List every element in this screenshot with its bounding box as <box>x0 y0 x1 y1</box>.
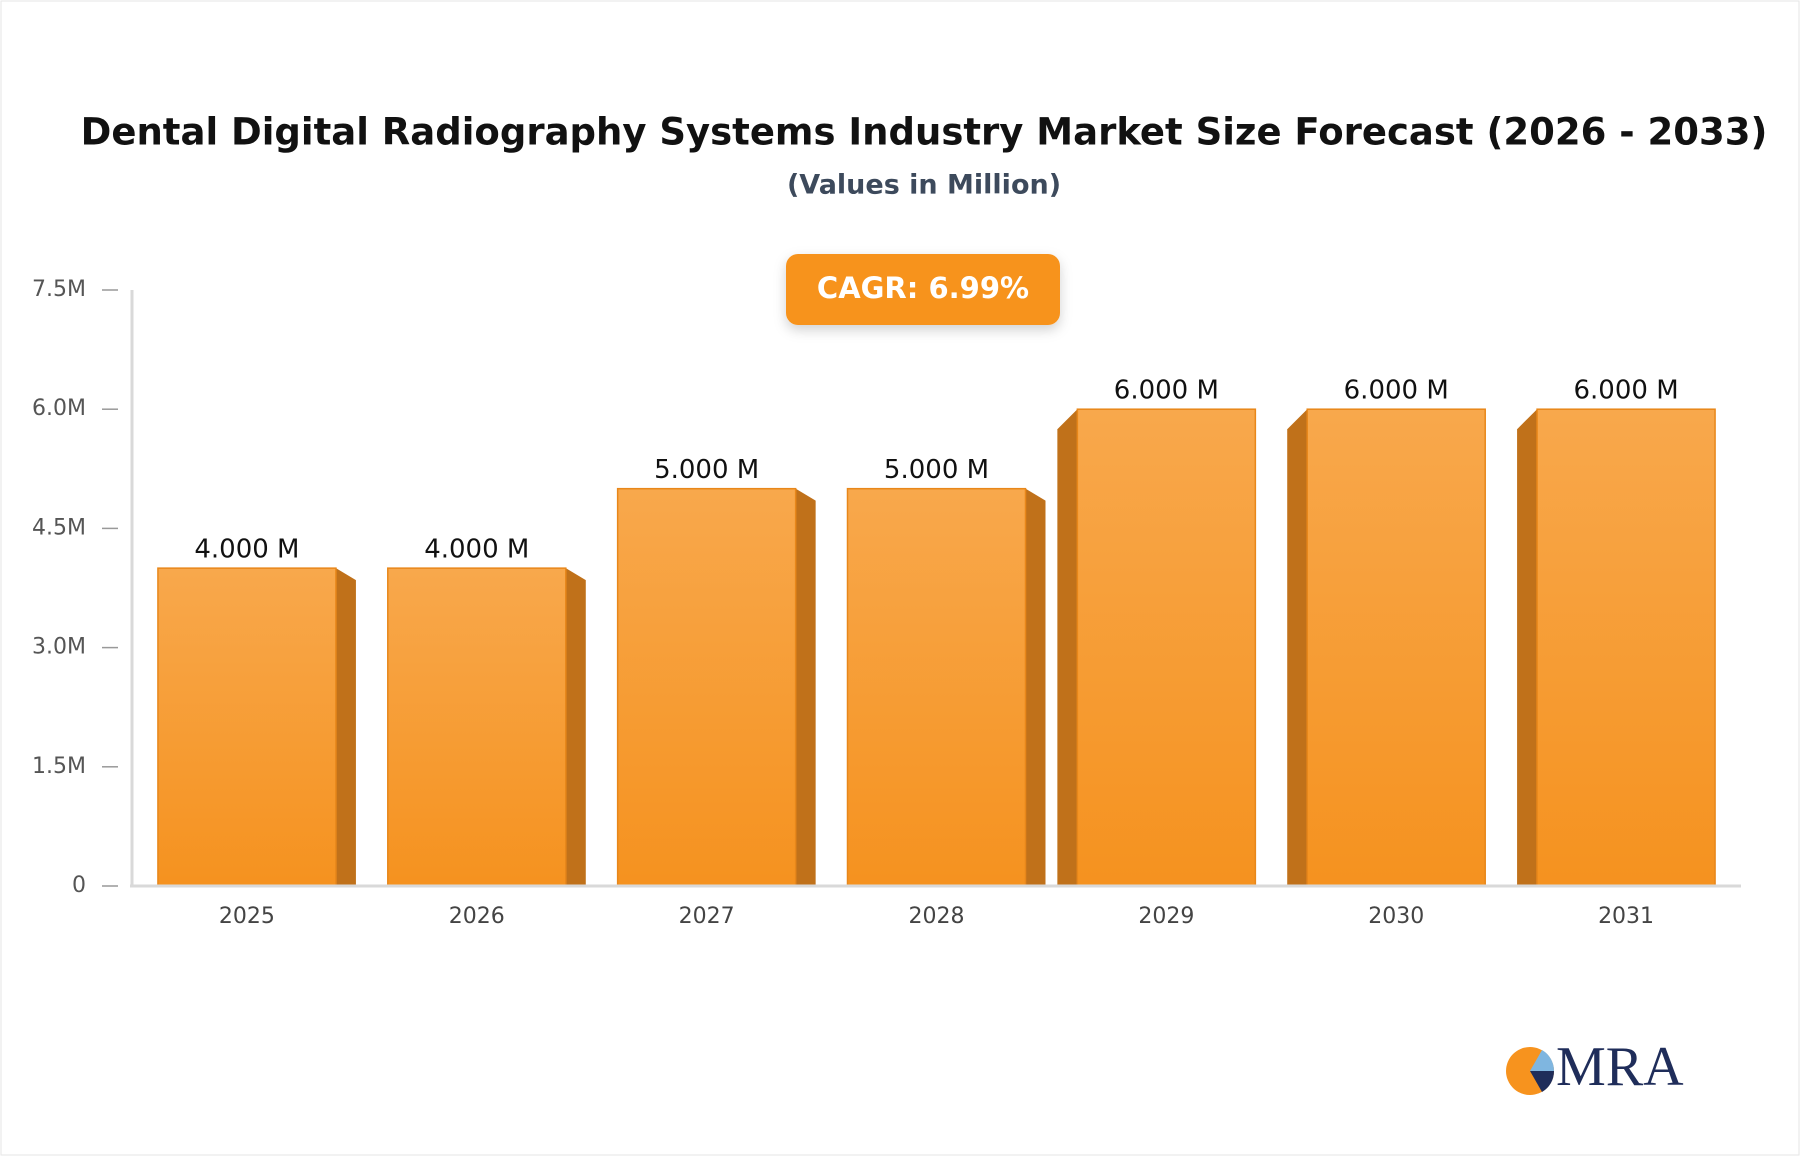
x-tick-label: 2026 <box>449 904 505 929</box>
x-tick-label: 2025 <box>219 904 275 929</box>
value-label: 5.000 M <box>654 455 759 485</box>
bar <box>157 567 337 887</box>
bar-side <box>565 568 586 886</box>
logo: MRA <box>1506 1036 1684 1098</box>
x-tick-label: 2031 <box>1598 904 1654 929</box>
x-tick-label: 2030 <box>1368 904 1424 929</box>
cagr-badge <box>786 254 1060 325</box>
value-label: 4.000 M <box>424 535 529 565</box>
plot-area: 0 1.5M 3.0M 4.5M 6.0M 7.5M 2025 4.000 M 2026 4.00… <box>32 277 1741 929</box>
chart-subtitle: (Values in Million) <box>787 170 1061 201</box>
x-tick-label: 2028 <box>909 904 965 929</box>
value-label: 5.000 M <box>884 455 989 485</box>
bar <box>846 487 1027 887</box>
chart-title: Dental Digital Radiography Systems Indus… <box>81 111 1768 154</box>
bar <box>1306 408 1486 887</box>
bar-side <box>1025 488 1046 886</box>
y-tick-label: 6.0M <box>32 396 86 421</box>
cagr-label: CAGR: 6.99% <box>817 271 1029 305</box>
y-tick-label: 0 <box>72 873 86 898</box>
value-label: 4.000 M <box>194 535 299 565</box>
value-label: 6.000 M <box>1574 376 1679 406</box>
y-tick-label: 4.5M <box>32 515 86 540</box>
bar-side <box>1517 409 1538 886</box>
bar-side <box>1057 409 1078 886</box>
x-tick-label: 2027 <box>679 904 735 929</box>
y-tick-label: 1.5M <box>32 754 86 779</box>
bar-side <box>1287 409 1308 886</box>
bar-side <box>335 568 356 886</box>
value-label: 6.000 M <box>1114 376 1219 406</box>
x-tick-label: 2029 <box>1138 904 1194 929</box>
logo-slice <box>1530 1071 1555 1092</box>
bar <box>1076 408 1257 887</box>
y-tick-label: 3.0M <box>32 635 86 660</box>
bar-side <box>795 488 816 886</box>
logo-text: MRA <box>1556 1036 1684 1098</box>
bar <box>387 567 567 887</box>
value-label: 6.000 M <box>1344 376 1449 406</box>
bar <box>616 487 797 887</box>
logo-slice <box>1530 1050 1555 1071</box>
y-tick-label: 7.5M <box>32 277 86 302</box>
bar <box>1536 408 1716 887</box>
